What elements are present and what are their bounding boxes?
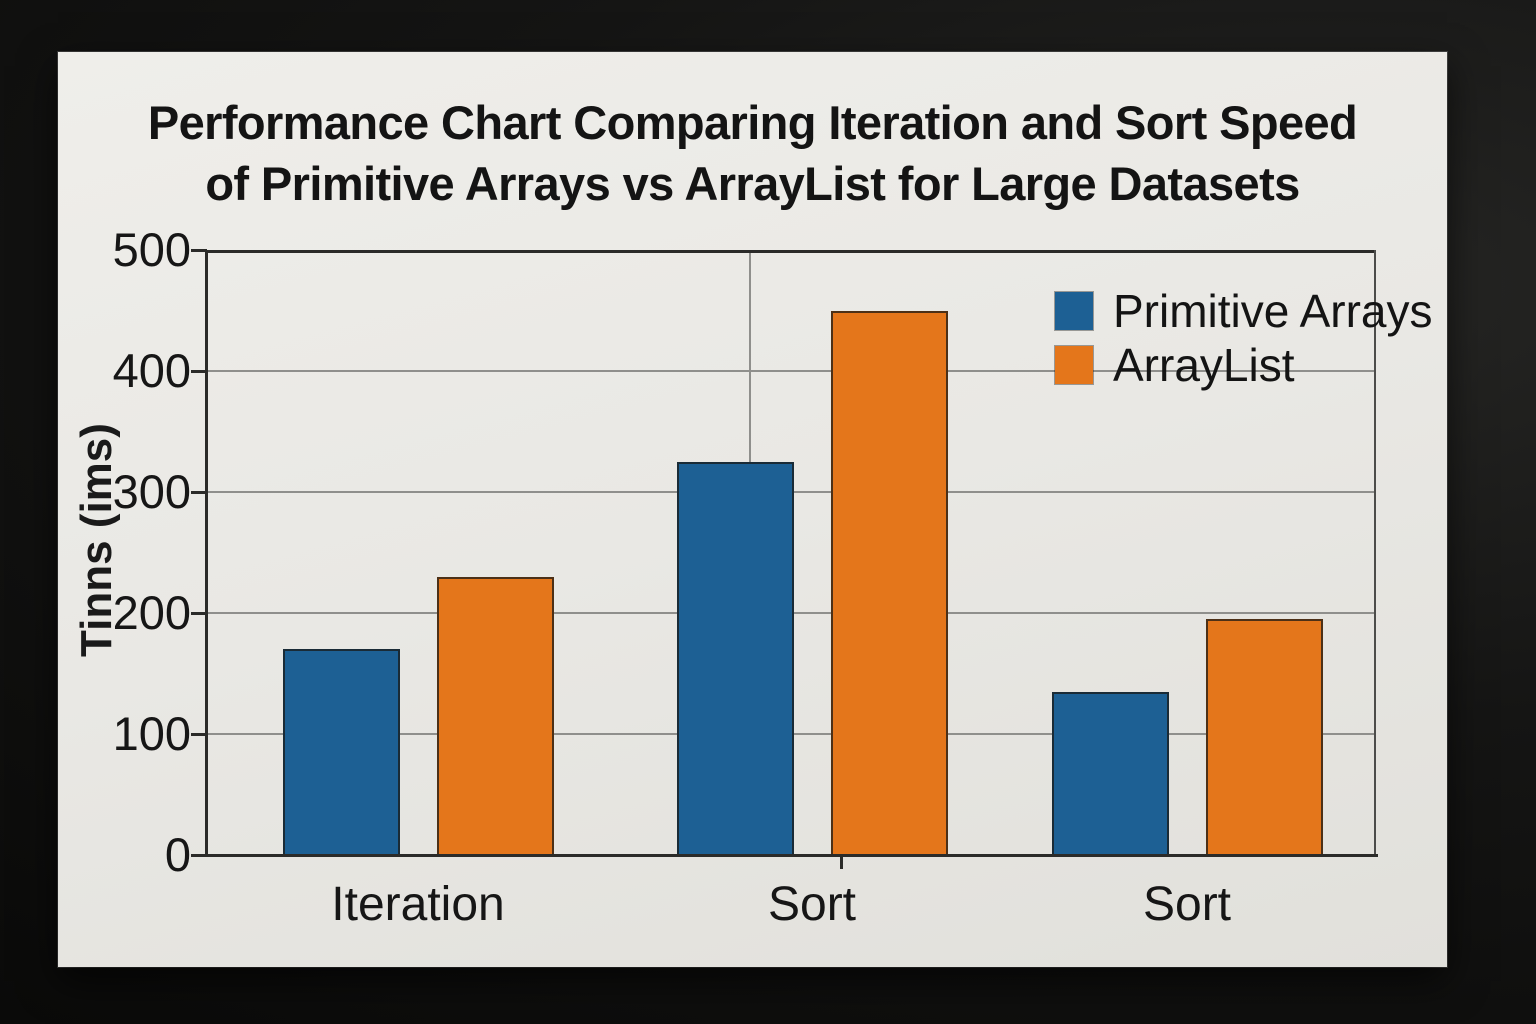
bar-arraylist-sort-1 [830, 310, 948, 855]
bar-primitive-arrays-sort-1 [676, 461, 794, 855]
y-tick-label-400: 400 [112, 344, 191, 397]
legend-swatch-primitive-arrays [1054, 291, 1094, 331]
x-axis-line [205, 854, 1378, 857]
x-tick-mark [840, 855, 843, 869]
chart-title: Performance Chart Comparing Iteration an… [58, 92, 1447, 214]
y-tick-mark-100 [191, 732, 207, 736]
chart-title-line1: Performance Chart Comparing Iteration an… [147, 96, 1358, 149]
y-tick-label-500: 500 [112, 223, 191, 276]
y-tick-mark-500 [191, 248, 207, 252]
legend-swatch-arraylist [1054, 345, 1094, 385]
chart-title-line2: of Primitive Arrays vs ArrayList for Lar… [205, 157, 1300, 210]
x-axis-label-sort-2: Sort [1142, 878, 1232, 931]
x-axis-label-sort-1: Sort [767, 878, 857, 931]
top-spine [207, 250, 1376, 253]
bar-primitive-arrays-sort-2 [1051, 691, 1169, 855]
right-spine [1374, 250, 1376, 855]
legend-item-primitive-arrays: Primitive Arrays [1054, 285, 1432, 337]
legend-label-arraylist: ArrayList [1113, 339, 1295, 391]
chart-card: Performance Chart Comparing Iteration an… [58, 52, 1447, 967]
gridline-400 [207, 370, 1376, 372]
y-tick-label-100: 100 [112, 707, 191, 760]
y-tick-mark-200 [191, 611, 207, 615]
y-axis-label: Tinns (ims) [72, 423, 121, 657]
y-tick-label-300: 300 [112, 465, 191, 518]
y-tick-label-0: 0 [164, 828, 191, 881]
y-axis-line [205, 250, 208, 855]
y-tick-mark-400 [191, 369, 207, 373]
bar-primitive-arrays-iteration-0 [282, 649, 400, 855]
legend-item-arraylist: ArrayList [1054, 339, 1432, 391]
y-tick-mark-0 [191, 853, 207, 857]
legend-label-primitive-arrays: Primitive Arrays [1113, 285, 1433, 337]
y-tick-mark-300 [191, 490, 207, 494]
plot-area: Primitive Arrays ArrayList [205, 250, 1432, 857]
bar-arraylist-sort-2 [1205, 619, 1323, 855]
y-tick-label-200: 200 [112, 586, 191, 639]
legend: Primitive Arrays ArrayList [1054, 285, 1432, 398]
x-axis-label-iteration-0: Iteration [331, 878, 505, 931]
bar-arraylist-iteration-0 [436, 576, 554, 855]
